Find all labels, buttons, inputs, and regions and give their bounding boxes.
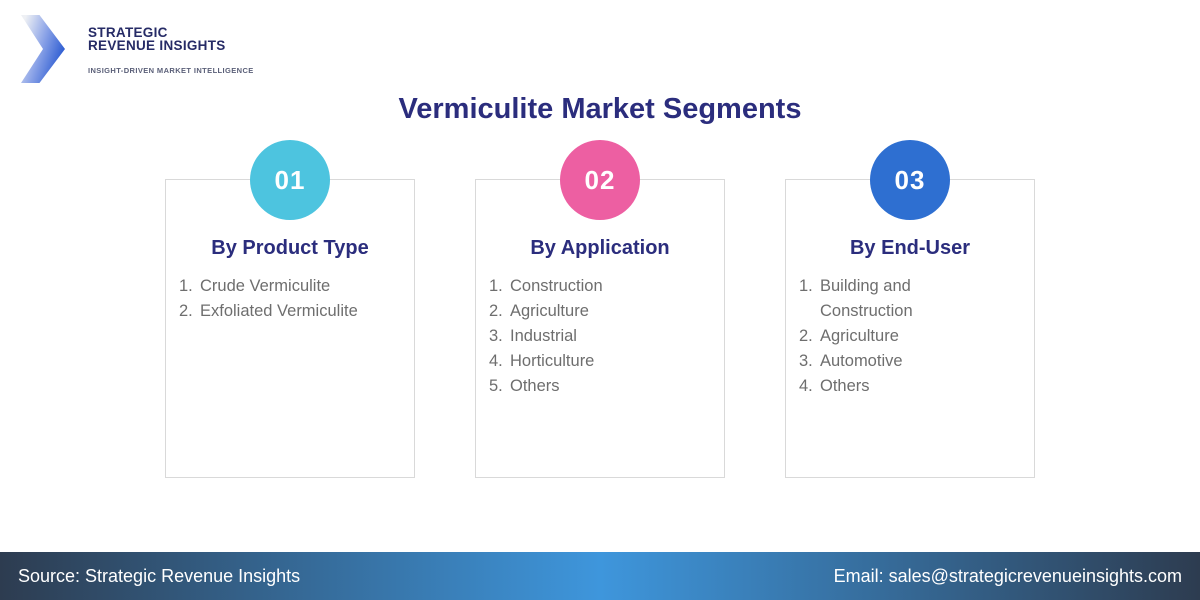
segment-list: 1. Construction 2. Agriculture 3. Indust… [476,274,724,399]
list-item: 5. Others [489,374,716,399]
list-item-text: Agriculture [510,302,589,320]
list-item-number: 2. [799,327,813,345]
logo-name-line1: STRATEGIC [88,25,168,40]
segment-number-badge: 01 [250,140,330,220]
list-item: 1. Building and Construction [799,274,1026,324]
card-heading: By End-User [849,237,971,259]
list-item-text: Crude Vermiculite [200,277,331,295]
list-item-text: Industrial [510,327,577,345]
footer-bar: Source: Strategic Revenue Insights Email… [0,552,1200,600]
page-title: Vermiculite Market Segments [398,93,802,125]
card-heading: By Application [530,237,670,259]
list-item: 4. Horticulture [489,349,716,374]
list-item-text: Construction [510,277,603,295]
segment-card-end-user: 03 By End-User 1. Building and Construct… [785,140,1035,478]
list-item-number: 2. [179,302,193,320]
list-item-number: 3. [489,327,503,345]
list-item-text: Others [820,377,870,395]
list-item-text: Exfoliated Vermiculite [200,302,358,320]
footer-source: Source: Strategic Revenue Insights [18,565,301,586]
list-item-text: Building and Construction [820,277,913,320]
logo-name-line2: REVENUE INSIGHTS [88,38,226,53]
list-item-number: 1. [799,277,813,295]
logo-tagline: INSIGHT-DRIVEN MARKET INTELLIGENCE [88,66,254,75]
list-item-text: Horticulture [510,352,595,370]
list-item: 2. Exfoliated Vermiculite [179,299,406,324]
list-item-text: Automotive [820,352,903,370]
list-item-number: 2. [489,302,503,320]
list-item-number: 1. [179,277,193,295]
list-item: 1. Construction [489,274,716,299]
list-item: 3. Industrial [489,324,716,349]
list-item: 2. Agriculture [489,299,716,324]
segment-number-badge: 03 [870,140,950,220]
logo-chevron-icon [21,15,65,83]
list-item-text: Agriculture [820,327,899,345]
footer-email: Email: sales@strategicrevenueinsights.co… [833,565,1182,586]
card-heading: By Product Type [211,237,369,259]
list-item-number: 3. [799,352,813,370]
list-item-number: 4. [799,377,813,395]
segment-number-badge: 02 [560,140,640,220]
list-item: 1. Crude Vermiculite [179,274,406,299]
logo: STRATEGIC REVENUE INSIGHTS INSIGHT-DRIVE… [21,15,254,83]
segment-card-application: 02 By Application 1. Construction 2. Agr… [475,140,725,478]
segment-cards-row: 01 By Product Type 1. Crude Vermiculite … [165,140,1035,478]
segment-list: 1. Building and Construction 2. Agricult… [786,274,1034,399]
list-item-number: 5. [489,377,503,395]
segment-list: 1. Crude Vermiculite 2. Exfoliated Vermi… [166,274,414,324]
list-item-text: Others [510,377,560,395]
logo-text: STRATEGIC REVENUE INSIGHTS INSIGHT-DRIVE… [88,15,254,75]
list-item-number: 1. [489,277,503,295]
segment-card-product-type: 01 By Product Type 1. Crude Vermiculite … [165,140,415,478]
list-item: 4. Others [799,374,1026,399]
list-item: 3. Automotive [799,349,1026,374]
list-item-number: 4. [489,352,503,370]
list-item: 2. Agriculture [799,324,1026,349]
